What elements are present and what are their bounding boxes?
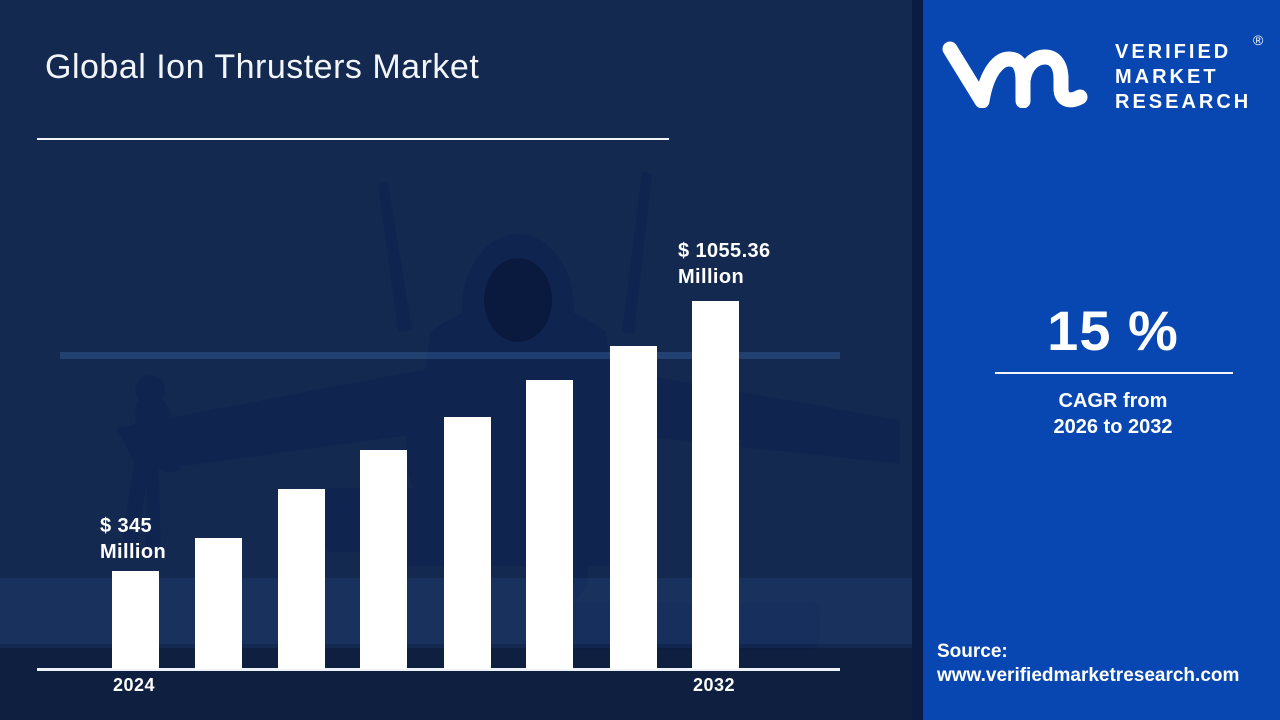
last-bar-value-line1: $ 1055.36 [678, 240, 771, 262]
source-url-link[interactable]: www.verifiedmarketresearch.com [937, 665, 1240, 686]
page-title: Global Ion Thrusters Market [45, 48, 480, 86]
cagr-caption: CAGR from 2026 to 2032 [943, 388, 1280, 440]
vmr-logo: VERIFIED MARKET RESEARCH ® [923, 0, 1280, 130]
bar-4 [360, 450, 407, 669]
vmr-logo-text: VERIFIED MARKET RESEARCH [1115, 40, 1251, 115]
photo-panel: Global Ion Thrusters Market $ 345 Millio… [0, 0, 912, 720]
vmr-monogram-icon [942, 41, 1088, 108]
cagr-caption-line2: 2026 to 2032 [1053, 416, 1173, 438]
bar-6 [526, 380, 573, 669]
vmr-logo-line-1: VERIFIED [1115, 41, 1232, 63]
last-bar-value-line2: Million [678, 266, 745, 288]
panel-separator [912, 0, 923, 720]
vmr-logo-line-2: MARKET [1115, 66, 1219, 88]
last-bar-value-label: $ 1055.36 Million [678, 238, 771, 290]
x-axis-label-2024: 2024 [112, 675, 156, 695]
first-bar-value-line1: $ 345 [100, 515, 153, 537]
vmr-logo-line-3: RESEARCH [1115, 91, 1252, 113]
info-panel: VERIFIED MARKET RESEARCH ® 15 % CAGR fro… [923, 0, 1280, 720]
bar-3 [278, 489, 325, 669]
x-axis-label-2032: 2032 [692, 675, 736, 695]
bar-8 [692, 301, 739, 669]
bar-chart: $ 345 Million $ 1055.36 Million 2024 203… [37, 238, 840, 695]
registered-trademark-icon: ® [1253, 32, 1264, 48]
cagr-percentage: 15 % [1047, 299, 1179, 362]
bar-2 [195, 538, 242, 669]
bar-1 [112, 571, 159, 669]
source-block: Source: www.verifiedmarketresearch.com [937, 640, 1239, 688]
first-bar-value-label: $ 345 Million [100, 513, 166, 565]
source-label: Source: [937, 641, 1008, 662]
bar-5 [444, 417, 491, 669]
cagr-divider [995, 372, 1233, 374]
cagr-caption-line1: CAGR from [1058, 390, 1168, 412]
bar-7 [610, 346, 657, 669]
first-bar-value-line2: Million [100, 541, 167, 563]
x-axis-line [37, 668, 840, 671]
title-underline [37, 138, 669, 140]
